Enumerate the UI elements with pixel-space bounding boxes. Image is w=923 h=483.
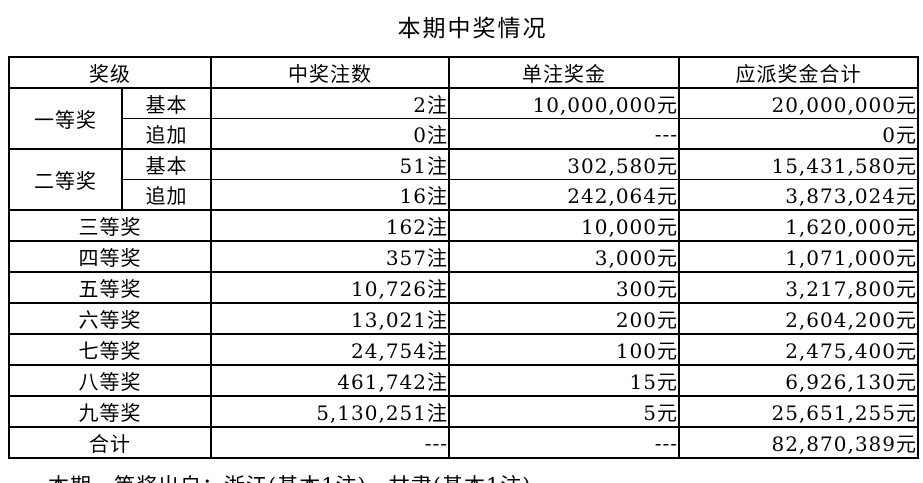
table-row: 四等奖 357注 3,000元 1,071,000元 <box>8 240 919 273</box>
prize-cell: 5元 <box>448 395 680 428</box>
col-header-total: 应派奖金合计 <box>678 56 919 89</box>
table-row: 五等奖 10,726注 300元 3,217,800元 <box>8 271 919 304</box>
count-cell: 5,130,251注 <box>210 395 450 428</box>
subtype-cell: 基本 <box>121 148 212 180</box>
table-row: 追加 0注 --- 0元 <box>9 118 919 150</box>
prize-level-cell: 五等奖 <box>8 271 212 304</box>
prize-level-cell: 九等奖 <box>8 395 212 428</box>
total-cell: 2,475,400元 <box>678 333 919 366</box>
count-cell: --- <box>210 426 450 459</box>
prize-cell: 10,000元 <box>448 209 680 242</box>
prize-level-cell: 二等奖 <box>8 148 123 211</box>
table-row: 六等奖 13,021注 200元 2,604,200元 <box>8 302 919 335</box>
total-label-cell: 合计 <box>8 426 212 459</box>
prize-cell: --- <box>448 118 680 150</box>
total-cell: 20,000,000元 <box>678 87 919 119</box>
prize-cell: 302,580元 <box>448 148 680 180</box>
total-cell: 6,926,130元 <box>678 364 919 397</box>
total-cell: 2,604,200元 <box>678 302 919 335</box>
prize-cell: 3,000元 <box>448 240 680 273</box>
prize-level-cell: 一等奖 <box>8 87 123 150</box>
prize-level-cell: 八等奖 <box>8 364 212 397</box>
count-cell: 13,021注 <box>210 302 450 335</box>
count-cell: 461,742注 <box>210 364 450 397</box>
total-cell: 0元 <box>678 118 919 150</box>
page-title: 本期中奖情况 <box>397 16 548 42</box>
col-header-prize: 单注奖金 <box>448 56 680 89</box>
prize-cell: --- <box>448 426 680 459</box>
prize-level-cell: 七等奖 <box>8 333 212 366</box>
prize-cell: 242,064元 <box>448 179 680 211</box>
prize-level-cell: 六等奖 <box>8 302 212 335</box>
table-row: 一等奖 基本 2注 10,000,000元 20,000,000元 <box>8 87 919 150</box>
prize-level-cell: 四等奖 <box>8 240 212 273</box>
count-cell: 162注 <box>210 209 450 242</box>
subtype-cell: 追加 <box>121 118 212 150</box>
count-cell: 10,726注 <box>210 271 450 304</box>
table-row: 八等奖 461,742注 15元 6,926,130元 <box>8 364 919 397</box>
subtype-cell: 基本 <box>121 87 212 119</box>
prize-cell: 300元 <box>448 271 680 304</box>
total-cell: 3,217,800元 <box>678 271 919 304</box>
total-cell: 15,431,580元 <box>678 148 919 180</box>
count-cell: 51注 <box>210 148 450 180</box>
prize-level-cell: 三等奖 <box>8 209 212 242</box>
count-cell: 357注 <box>210 240 450 273</box>
count-cell: 2注 <box>210 87 450 119</box>
table-total-row: 合计 --- --- 82,870,389元 <box>8 426 919 459</box>
table-row: 三等奖 162注 10,000元 1,620,000元 <box>8 209 919 242</box>
subtype-cell: 追加 <box>121 179 212 211</box>
col-header-level: 奖级 <box>8 56 212 89</box>
prize-cell: 100元 <box>448 333 680 366</box>
total-cell: 25,651,255元 <box>678 395 919 428</box>
prize-cell: 15元 <box>448 364 680 397</box>
table-row: 九等奖 5,130,251注 5元 25,651,255元 <box>8 395 919 428</box>
footer-note: 本期一等奖出自：浙江(基本1注)、甘肃(基本1注)。 <box>0 470 923 483</box>
prize-table: 奖级 中奖注数 单注奖金 应派奖金合计 一等奖 基本 2注 10,000,000… <box>8 56 919 459</box>
table-row: 追加 16注 242,064元 3,873,024元 <box>9 179 919 211</box>
prize-cell: 10,000,000元 <box>448 87 680 119</box>
count-cell: 16注 <box>210 179 450 211</box>
prize-cell: 200元 <box>448 302 680 335</box>
table-header-row: 奖级 中奖注数 单注奖金 应派奖金合计 <box>8 56 919 89</box>
table-row: 二等奖 基本 51注 302,580元 15,431,580元 <box>8 148 919 211</box>
col-header-count: 中奖注数 <box>210 56 450 89</box>
total-cell: 1,620,000元 <box>678 209 919 242</box>
total-cell: 3,873,024元 <box>678 179 919 211</box>
count-cell: 24,754注 <box>210 333 450 366</box>
total-cell: 1,071,000元 <box>678 240 919 273</box>
table-row: 七等奖 24,754注 100元 2,475,400元 <box>8 333 919 366</box>
total-cell: 82,870,389元 <box>678 426 919 459</box>
count-cell: 0注 <box>210 118 450 150</box>
